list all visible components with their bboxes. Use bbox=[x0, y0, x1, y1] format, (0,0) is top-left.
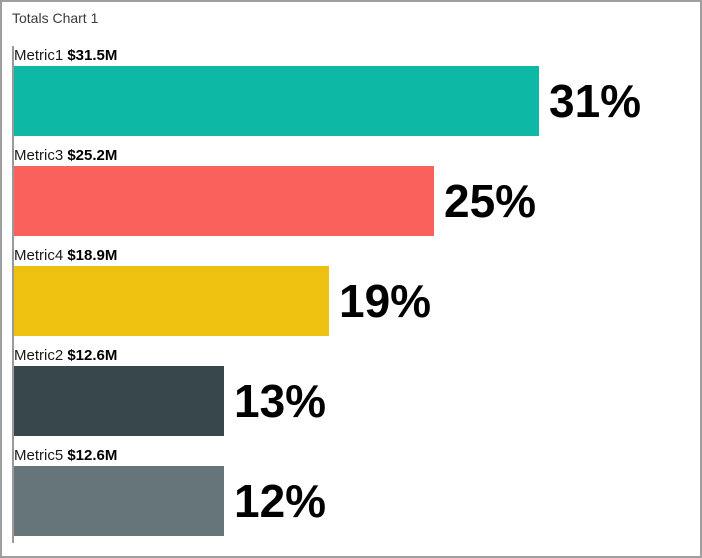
bar-group-metric1: Metric1 $31.5M 31% bbox=[14, 46, 692, 136]
metric-name: Metric3 bbox=[14, 147, 68, 164]
metric-name: Metric1 bbox=[14, 47, 68, 64]
percent-label: 12% bbox=[234, 475, 327, 527]
percent-label: 19% bbox=[339, 275, 432, 327]
bar-group-metric3: Metric3 $25.2M 25% bbox=[14, 146, 692, 236]
bar[interactable] bbox=[14, 66, 539, 136]
metric-value: $12.6M bbox=[67, 347, 118, 364]
bar-label: Metric5 $12.6M bbox=[14, 446, 692, 466]
chart-title: Totals Chart 1 bbox=[12, 10, 99, 26]
bar-label: Metric3 $25.2M bbox=[14, 146, 692, 166]
metric-value: $25.2M bbox=[67, 147, 118, 164]
bar-label: Metric1 $31.5M bbox=[14, 46, 692, 66]
metric-value: $12.6M bbox=[67, 447, 118, 464]
percent-label: 25% bbox=[444, 175, 537, 227]
metric-name: Metric5 bbox=[14, 447, 68, 464]
bar-row: 25% bbox=[14, 166, 692, 236]
percent-label: 13% bbox=[234, 375, 327, 427]
bar-group-metric2: Metric2 $12.6M 13% bbox=[14, 346, 692, 436]
bar-chart-plot-area: Metric1 $31.5M 31% Metric3 $25.2M 25% Me… bbox=[12, 46, 692, 543]
percent-label: 31% bbox=[549, 75, 642, 127]
bar-group-metric4: Metric4 $18.9M 19% bbox=[14, 246, 692, 336]
metric-name: Metric2 bbox=[14, 347, 68, 364]
metric-name: Metric4 bbox=[14, 247, 68, 264]
bar[interactable] bbox=[14, 166, 434, 236]
metric-value: $31.5M bbox=[67, 47, 118, 64]
metric-value: $18.9M bbox=[67, 247, 118, 264]
bar-label: Metric4 $18.9M bbox=[14, 246, 692, 266]
bar-row: 12% bbox=[14, 466, 692, 536]
bar-row: 13% bbox=[14, 366, 692, 436]
bar-group-metric5: Metric5 $12.6M 12% bbox=[14, 446, 692, 536]
bar[interactable] bbox=[14, 266, 329, 336]
bar[interactable] bbox=[14, 366, 224, 436]
bar-row: 31% bbox=[14, 66, 692, 136]
bar[interactable] bbox=[14, 466, 224, 536]
bar-label: Metric2 $12.6M bbox=[14, 346, 692, 366]
bar-row: 19% bbox=[14, 266, 692, 336]
